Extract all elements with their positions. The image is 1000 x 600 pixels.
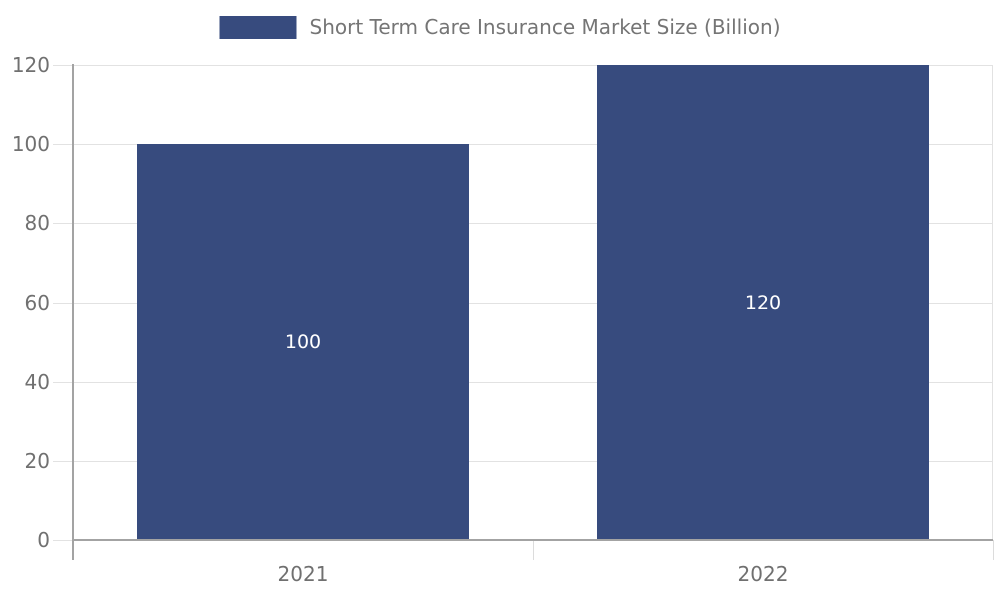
y-axis-tick-label: 0 bbox=[37, 528, 50, 552]
bar-value-label: 120 bbox=[744, 291, 782, 314]
y-axis-tick-label: 60 bbox=[24, 290, 50, 315]
gridline bbox=[53, 302, 993, 304]
gridline bbox=[53, 460, 993, 462]
y-axis-tick-label: 20 bbox=[24, 448, 50, 473]
gridline bbox=[53, 223, 993, 225]
bar-2021[interactable] bbox=[137, 144, 469, 540]
y-axis-tick-label: 120 bbox=[11, 53, 50, 77]
legend-label: Short Term Care Insurance Market Size (B… bbox=[309, 15, 781, 39]
plot-right-border bbox=[992, 65, 993, 540]
y-axis-tick-label: 80 bbox=[24, 211, 50, 236]
legend-item[interactable]: Short Term Care Insurance Market Size (B… bbox=[219, 15, 781, 39]
x-axis-tick bbox=[993, 540, 994, 560]
y-axis-tick-label: 40 bbox=[24, 369, 50, 394]
bar-value-label: 100 bbox=[284, 331, 322, 354]
legend-swatch-icon bbox=[219, 15, 297, 39]
gridline bbox=[53, 65, 993, 66]
gridline bbox=[53, 144, 993, 146]
x-axis-line bbox=[72, 539, 993, 541]
x-axis-tick-label: 2022 bbox=[737, 562, 789, 586]
gridline bbox=[53, 381, 993, 383]
y-axis-tick-label: 100 bbox=[11, 132, 50, 157]
y-axis-line bbox=[72, 64, 74, 560]
x-axis-tick-label: 2021 bbox=[277, 562, 329, 586]
bar-2022[interactable] bbox=[597, 65, 929, 540]
x-axis-tick bbox=[533, 540, 534, 560]
